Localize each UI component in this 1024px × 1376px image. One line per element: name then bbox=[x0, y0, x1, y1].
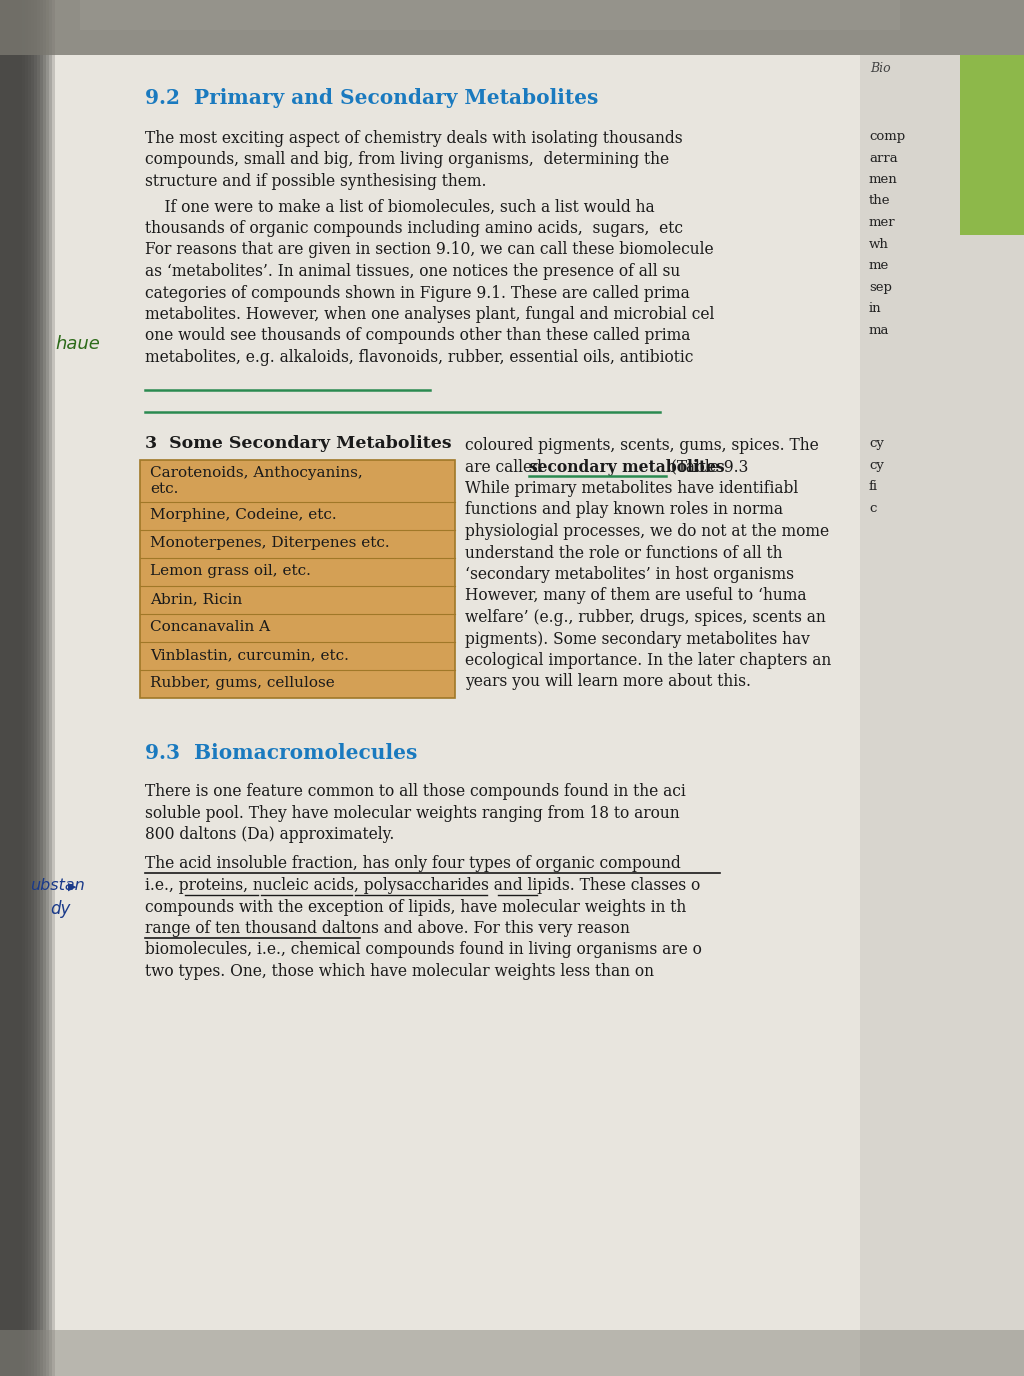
Text: physiologial processes, we do not at the mome: physiologial processes, we do not at the… bbox=[465, 523, 829, 539]
Text: cy: cy bbox=[869, 458, 884, 472]
Text: soluble pool. They have molecular weights ranging from 18 to aroun: soluble pool. They have molecular weight… bbox=[145, 805, 680, 821]
Text: Abrin, Ricin: Abrin, Ricin bbox=[150, 592, 243, 605]
Text: The acid insoluble fraction, has only four types of organic compound: The acid insoluble fraction, has only fo… bbox=[145, 856, 681, 872]
Text: metabolites. However, when one analyses plant, fungal and microbial cel: metabolites. However, when one analyses … bbox=[145, 305, 715, 323]
Bar bbox=[0, 1331, 1024, 1376]
Text: ‘secondary metabolites’ in host organisms: ‘secondary metabolites’ in host organism… bbox=[465, 566, 794, 583]
Text: range of ten thousand daltons and above. For this very reason: range of ten thousand daltons and above.… bbox=[145, 921, 630, 937]
Text: in: in bbox=[869, 301, 882, 315]
Text: (Table 9.3: (Table 9.3 bbox=[666, 458, 749, 476]
Text: haue: haue bbox=[55, 334, 100, 354]
Text: 3  Some Secondary Metabolites: 3 Some Secondary Metabolites bbox=[145, 435, 452, 451]
Bar bbox=[0, 0, 55, 1376]
Text: compounds, small and big, from living organisms,  determining the: compounds, small and big, from living or… bbox=[145, 151, 669, 168]
Text: one would see thousands of compounds other than these called prima: one would see thousands of compounds oth… bbox=[145, 327, 690, 344]
Text: comp: comp bbox=[869, 129, 905, 143]
Bar bbox=[0, 0, 43, 1376]
Text: dy: dy bbox=[50, 900, 71, 918]
Text: Bio: Bio bbox=[870, 62, 891, 76]
Bar bbox=[0, 0, 28, 1376]
Text: as ‘metabolites’. In animal tissues, one notices the presence of all su: as ‘metabolites’. In animal tissues, one… bbox=[145, 263, 680, 279]
Bar bbox=[0, 0, 34, 1376]
Text: coloured pigments, scents, gums, spices. The: coloured pigments, scents, gums, spices.… bbox=[465, 438, 819, 454]
Text: c: c bbox=[869, 501, 877, 515]
Bar bbox=[140, 460, 455, 698]
Text: However, many of them are useful to ‘huma: However, many of them are useful to ‘hum… bbox=[465, 588, 807, 604]
Text: structure and if possible synthesising them.: structure and if possible synthesising t… bbox=[145, 173, 486, 190]
Text: The most exciting aspect of chemistry deals with isolating thousands: The most exciting aspect of chemistry de… bbox=[145, 129, 683, 147]
Text: ▶: ▶ bbox=[68, 882, 77, 892]
Bar bbox=[0, 0, 25, 1376]
Text: men: men bbox=[869, 173, 898, 186]
Text: ma: ma bbox=[869, 323, 890, 337]
Text: fi: fi bbox=[869, 480, 878, 493]
Bar bbox=[961, 55, 1024, 235]
Bar bbox=[0, 0, 22, 1376]
Text: ecological importance. In the later chapters an: ecological importance. In the later chap… bbox=[465, 652, 831, 669]
Bar bbox=[0, 0, 37, 1376]
Text: me: me bbox=[869, 259, 889, 272]
Text: functions and play known roles in norma: functions and play known roles in norma bbox=[465, 501, 783, 519]
Text: thousands of organic compounds including amino acids,  sugars,  etc: thousands of organic compounds including… bbox=[145, 220, 683, 237]
Bar bbox=[0, 0, 1024, 55]
Text: Rubber, gums, cellulose: Rubber, gums, cellulose bbox=[150, 676, 335, 689]
Text: ubstan: ubstan bbox=[30, 878, 85, 893]
Text: arra: arra bbox=[869, 151, 898, 165]
Text: While primary metabolites have identifiabl: While primary metabolites have identifia… bbox=[465, 480, 799, 497]
Text: biomolecules, i.e., chemical compounds found in living organisms are o: biomolecules, i.e., chemical compounds f… bbox=[145, 941, 701, 959]
Text: For reasons that are given in section 9.10, we can call these biomolecule: For reasons that are given in section 9.… bbox=[145, 242, 714, 259]
Bar bbox=[80, 0, 900, 30]
Text: the: the bbox=[869, 194, 891, 208]
Bar bbox=[0, 0, 52, 1376]
Text: cy: cy bbox=[869, 438, 884, 450]
Text: mer: mer bbox=[869, 216, 896, 228]
Text: If one were to make a list of biomolecules, such a list would ha: If one were to make a list of biomolecul… bbox=[145, 198, 654, 216]
Text: Lemon grass oil, etc.: Lemon grass oil, etc. bbox=[150, 564, 311, 578]
Bar bbox=[0, 0, 46, 1376]
Text: sep: sep bbox=[869, 281, 892, 293]
Bar bbox=[860, 55, 1024, 1376]
Text: Monoterpenes, Diterpenes etc.: Monoterpenes, Diterpenes etc. bbox=[150, 537, 389, 550]
Text: wh: wh bbox=[869, 238, 889, 250]
Text: There is one feature common to all those compounds found in the aci: There is one feature common to all those… bbox=[145, 783, 686, 799]
Bar bbox=[0, 0, 40, 1376]
Text: etc.: etc. bbox=[150, 482, 178, 495]
Text: Morphine, Codeine, etc.: Morphine, Codeine, etc. bbox=[150, 508, 337, 522]
Text: 9.3  Biomacromolecules: 9.3 Biomacromolecules bbox=[145, 743, 418, 764]
Text: 800 daltons (Da) approximately.: 800 daltons (Da) approximately. bbox=[145, 826, 394, 843]
Text: i.e., proteins, nucleic acids, polysaccharides and lipids. These classes o: i.e., proteins, nucleic acids, polysacch… bbox=[145, 877, 700, 894]
Text: Vinblastin, curcumin, etc.: Vinblastin, curcumin, etc. bbox=[150, 648, 349, 662]
Text: Carotenoids, Anthocyanins,: Carotenoids, Anthocyanins, bbox=[150, 466, 362, 480]
Text: metabolites, e.g. alkaloids, flavonoids, rubber, essential oils, antibiotic: metabolites, e.g. alkaloids, flavonoids,… bbox=[145, 350, 693, 366]
Text: welfare’ (e.g., rubber, drugs, spices, scents an: welfare’ (e.g., rubber, drugs, spices, s… bbox=[465, 610, 825, 626]
Text: years you will learn more about this.: years you will learn more about this. bbox=[465, 673, 751, 691]
Text: Concanavalin A: Concanavalin A bbox=[150, 621, 270, 634]
Bar bbox=[0, 0, 49, 1376]
Text: understand the role or functions of all th: understand the role or functions of all … bbox=[465, 545, 782, 561]
Text: 9.2  Primary and Secondary Metabolites: 9.2 Primary and Secondary Metabolites bbox=[145, 88, 598, 107]
Text: secondary metabolites: secondary metabolites bbox=[529, 458, 725, 476]
Text: are called: are called bbox=[465, 458, 547, 476]
Text: compounds with the exception of lipids, have molecular weights in th: compounds with the exception of lipids, … bbox=[145, 899, 686, 915]
Text: categories of compounds shown in Figure 9.1. These are called prima: categories of compounds shown in Figure … bbox=[145, 285, 690, 301]
Text: two types. One, those which have molecular weights less than on: two types. One, those which have molecul… bbox=[145, 963, 654, 980]
Text: pigments). Some secondary metabolites hav: pigments). Some secondary metabolites ha… bbox=[465, 630, 810, 648]
Bar bbox=[0, 0, 31, 1376]
